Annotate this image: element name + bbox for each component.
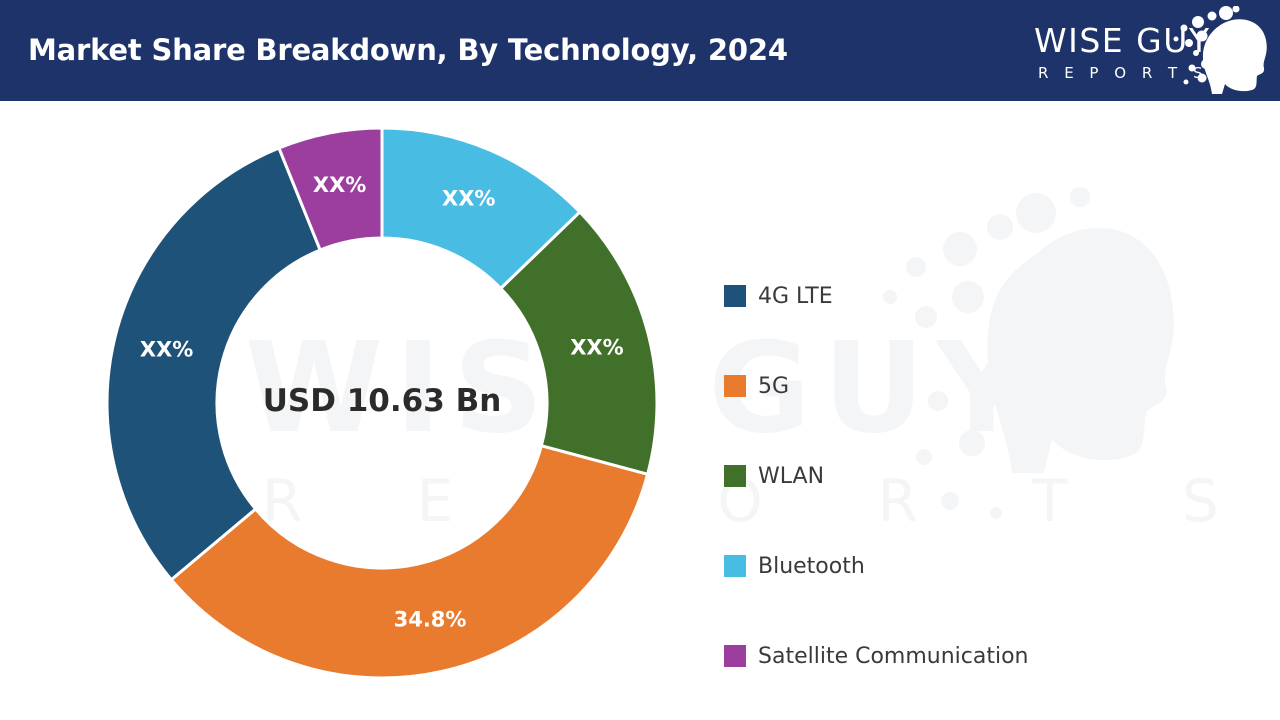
- wise-guy-reports-logo: WISE GUY R E P O R T S: [1026, 6, 1274, 96]
- legend-item-label: 5G: [758, 373, 790, 399]
- donut-slice[interactable]: [498, 209, 659, 477]
- slice-percent-label: XX%: [140, 337, 193, 361]
- center-value-label: USD 10.63 Bn: [263, 383, 502, 419]
- donut-slice[interactable]: [105, 146, 323, 582]
- slice-percent-label: XX%: [570, 335, 623, 359]
- donut-slice[interactable]: [380, 126, 582, 291]
- legend-item-label: 4G LTE: [758, 283, 833, 309]
- head-dots-icon: [1173, 6, 1267, 94]
- donut-slice[interactable]: [277, 126, 384, 252]
- donut-slice-labels: XX% 34.8% XX% XX% XX%: [140, 173, 624, 632]
- legend-item-4g-lte[interactable]: 4G LTE: [724, 251, 1144, 341]
- legend-swatch-icon: [724, 555, 746, 577]
- legend-item-satellite-communication[interactable]: Satellite Communication: [724, 611, 1144, 701]
- donut-chart: XX% 34.8% XX% XX% XX% USD 10.63 Bn: [92, 113, 672, 693]
- page-title: Market Share Breakdown, By Technology, 2…: [28, 33, 788, 67]
- chart-body: WISE GUY R E P O R T S: [0, 101, 1280, 720]
- slice-percent-label: XX%: [442, 187, 495, 211]
- legend-swatch-icon: [724, 375, 746, 397]
- legend-swatch-icon: [724, 645, 746, 667]
- logo-wordmark-line1: WISE GUY: [1034, 21, 1211, 60]
- slice-percent-label: XX%: [313, 173, 366, 197]
- legend-item-label: Satellite Communication: [758, 643, 1029, 669]
- legend-swatch-icon: [724, 285, 746, 307]
- chart-legend: 4G LTE 5G WLAN Bluetooth Satellite Communica…: [724, 251, 1144, 701]
- legend-item-label: Bluetooth: [758, 553, 865, 579]
- donut-slices: [105, 126, 659, 680]
- header-bar: Market Share Breakdown, By Technology, 2…: [0, 0, 1280, 101]
- legend-item-bluetooth[interactable]: Bluetooth: [724, 521, 1144, 611]
- slice-percent-label: 34.8%: [394, 608, 467, 632]
- legend-item-label: WLAN: [758, 463, 825, 489]
- legend-item-5g[interactable]: 5G: [724, 341, 1144, 431]
- donut-slice[interactable]: [169, 443, 650, 680]
- logo-wordmark-line2: R E P O R T S: [1038, 64, 1208, 82]
- legend-item-wlan[interactable]: WLAN: [724, 431, 1144, 521]
- legend-swatch-icon: [724, 465, 746, 487]
